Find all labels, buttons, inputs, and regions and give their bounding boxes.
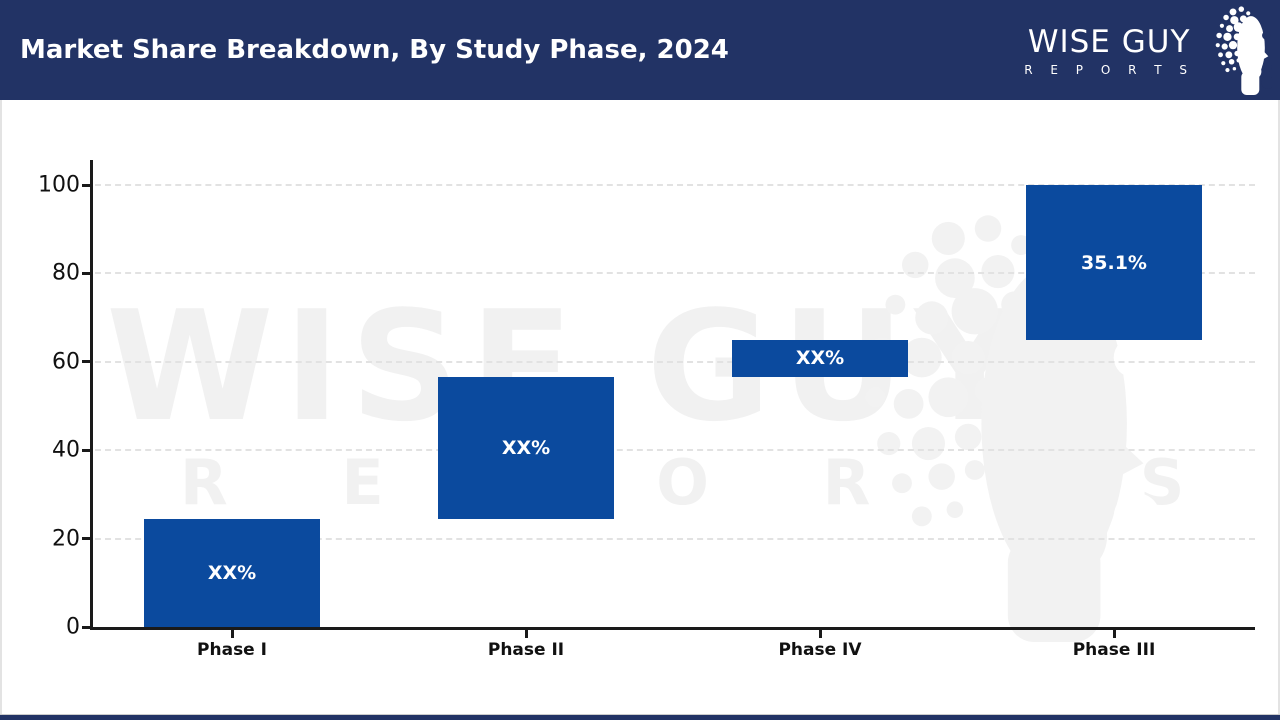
x-axis-tick bbox=[818, 629, 822, 638]
y-tick-label: 80 bbox=[52, 260, 80, 286]
y-gridline bbox=[95, 537, 1255, 540]
x-axis-tick bbox=[524, 629, 528, 638]
bar-phase-i bbox=[144, 518, 320, 627]
plot-layer: 0 20 40 60 80 100 XX% Phase I XX% Phase II XX% Phas… bbox=[2, 100, 1278, 715]
page-title: Market Share Breakdown, By Study Phase, … bbox=[20, 35, 729, 65]
y-tick-label: 60 bbox=[52, 349, 80, 375]
x-category-label: Phase III bbox=[1072, 640, 1156, 660]
x-category-label: Phase I bbox=[197, 640, 267, 660]
y-axis-tick bbox=[82, 625, 91, 629]
y-axis-tick bbox=[82, 360, 91, 364]
y-tick-label: 0 bbox=[66, 614, 80, 640]
bar-phase-ii bbox=[438, 376, 614, 519]
chart-area: WISE GUY R E P O R T S 0 20 40 60 80 100 XX% Ph… bbox=[0, 100, 1280, 715]
x-axis-tick bbox=[230, 629, 234, 638]
logo-subtitle: R E P O R T S bbox=[1024, 63, 1194, 77]
logo-wordmark: WISE GUY bbox=[1027, 24, 1191, 60]
y-tick-label: 20 bbox=[52, 526, 80, 552]
y-gridline bbox=[95, 360, 1255, 363]
bar-phase-iv bbox=[732, 340, 908, 377]
y-tick-label: 100 bbox=[38, 172, 80, 198]
wise-guy-face-icon bbox=[1215, 6, 1272, 95]
logo-text: WISE GUY R E P O R T S bbox=[1024, 24, 1194, 77]
y-axis-tick bbox=[82, 183, 91, 187]
y-tick-label: 40 bbox=[52, 437, 80, 463]
bar-value-label: 35.1% bbox=[1081, 251, 1147, 274]
bar-value-label: XX% bbox=[501, 436, 551, 459]
footer-band bbox=[0, 714, 1280, 720]
y-axis-tick bbox=[82, 271, 91, 275]
x-axis-line bbox=[90, 627, 1255, 630]
y-axis-tick bbox=[82, 537, 91, 541]
brand-logo: WISE GUY R E P O R T S bbox=[1017, 0, 1272, 100]
bar-phase-iii bbox=[1026, 185, 1202, 341]
x-axis-tick bbox=[1112, 629, 1116, 638]
header-band: Market Share Breakdown, By Study Phase, … bbox=[0, 0, 1280, 100]
y-gridline bbox=[95, 184, 1255, 186]
bar-value-label: XX% bbox=[207, 561, 257, 584]
x-category-label: Phase II bbox=[487, 640, 565, 660]
y-axis-tick bbox=[82, 448, 91, 452]
y-gridline bbox=[95, 449, 1255, 452]
y-gridline bbox=[95, 272, 1255, 275]
y-axis-line bbox=[90, 160, 93, 630]
x-category-label: Phase IV bbox=[778, 640, 862, 660]
bar-value-label: XX% bbox=[795, 347, 845, 370]
